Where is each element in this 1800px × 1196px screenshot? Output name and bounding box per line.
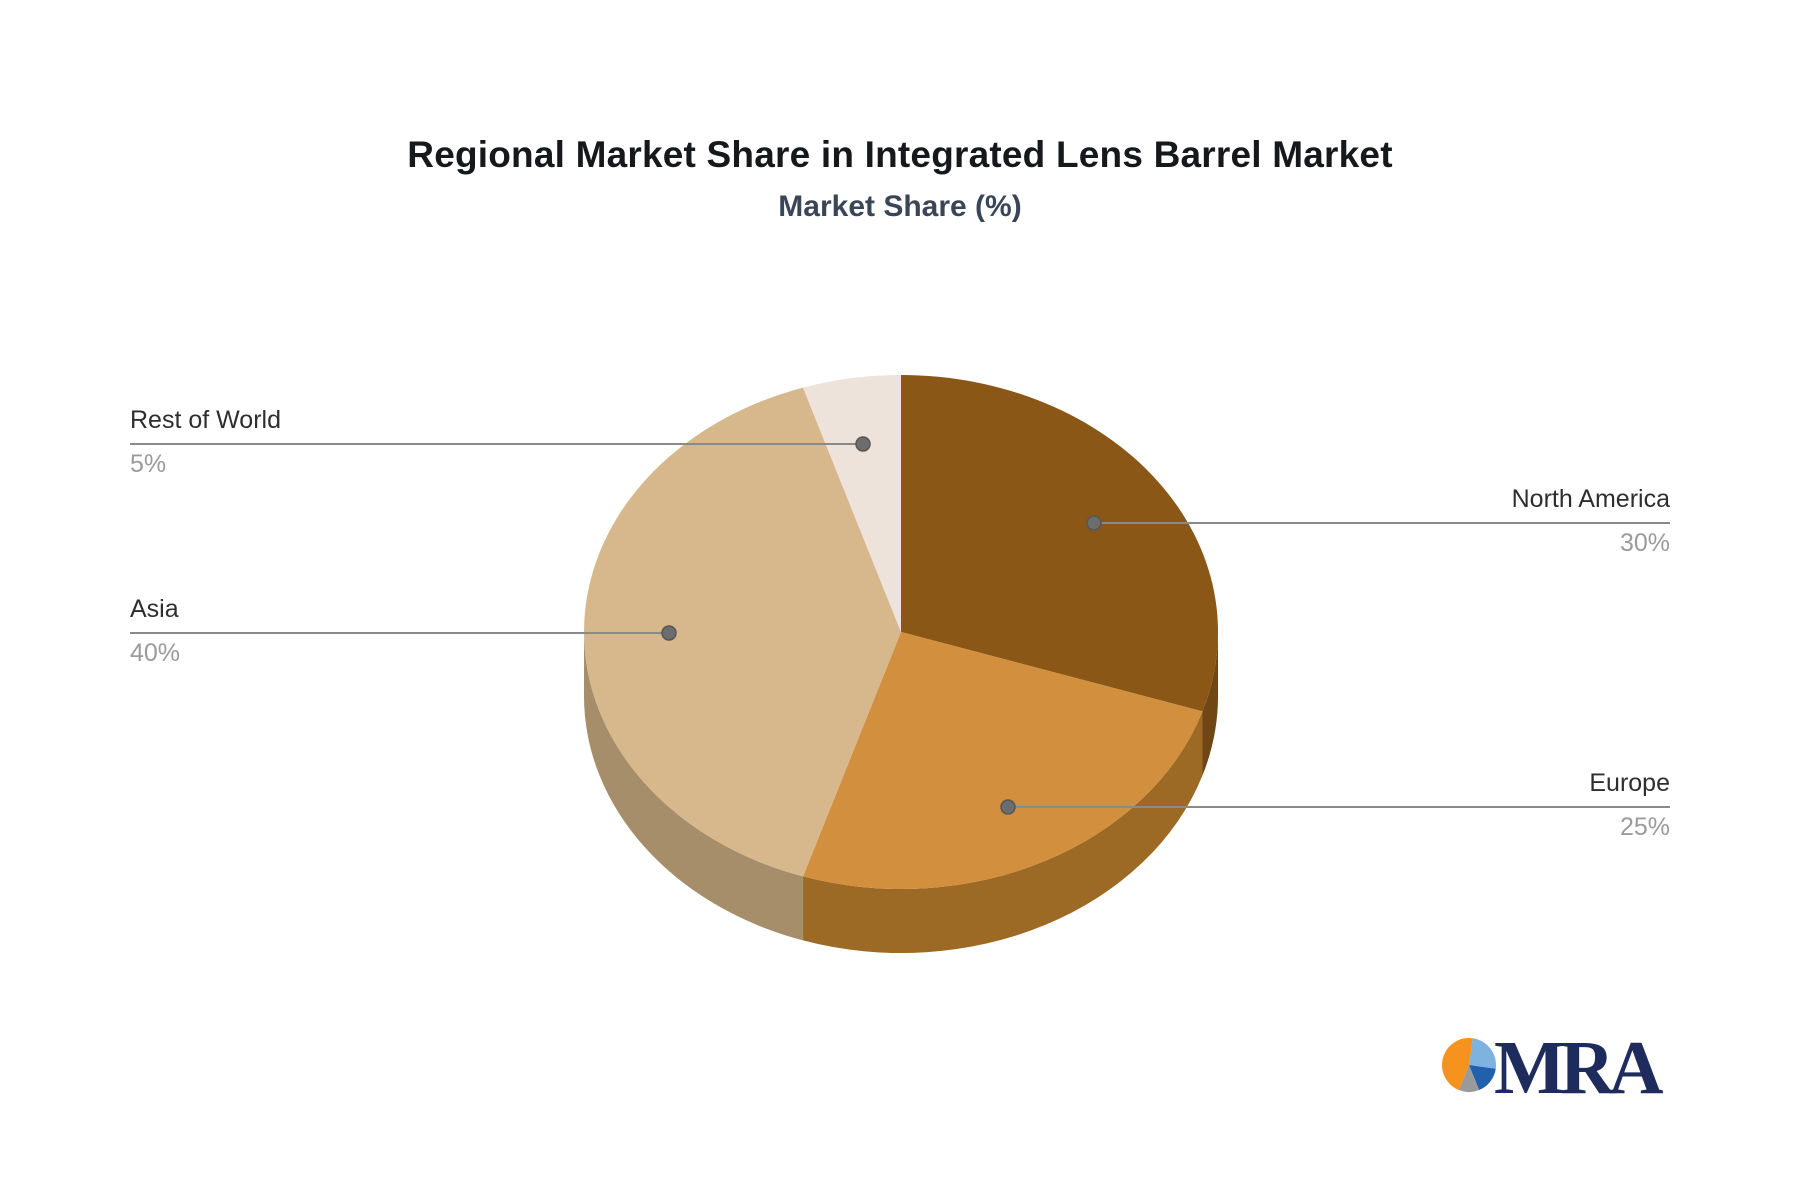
logo-text: MRA: [1494, 1026, 1663, 1110]
label-group-europe: Europe: [1589, 771, 1670, 796]
pie-slice-north-america[interactable]: [901, 375, 1219, 712]
logo-pie-icon: [1442, 1038, 1497, 1092]
value-rest-of-world: 5%: [130, 450, 167, 478]
label-rest-of-world: Rest of World: [130, 406, 281, 434]
pie-side-asia: [584, 632, 804, 941]
callout-dot-rest-of-world: [855, 436, 871, 452]
callout-dot-north-america: [1086, 515, 1102, 531]
label-group-rest-of-world: Rest of World: [130, 408, 281, 433]
pie-side-europe: [803, 711, 1203, 954]
value-north-america: 30%: [1619, 529, 1670, 557]
logo-wedge-blue: [1469, 1065, 1496, 1091]
pie-side-north-america: [1202, 632, 1218, 776]
value-europe: 25%: [1619, 813, 1670, 841]
logo-wedge-gray: [1458, 1065, 1480, 1092]
logo-wedge-orange: [1442, 1038, 1473, 1091]
value-group-europe: 25%: [1620, 815, 1670, 840]
label-group-asia: Asia: [130, 597, 179, 622]
chart-title: Regional Market Share in Integrated Lens…: [407, 134, 1393, 175]
label-asia: Asia: [130, 595, 179, 623]
callout-dot-europe: [1000, 799, 1016, 815]
logo-wedge-light-blue: [1469, 1038, 1497, 1069]
value-asia: 40%: [130, 639, 181, 667]
logo: MRA: [1440, 1018, 1700, 1128]
label-north-america: North America: [1511, 485, 1670, 513]
label-europe: Europe: [1589, 769, 1670, 797]
pie-slice-asia[interactable]: [584, 387, 901, 877]
pie-slice-europe[interactable]: [803, 632, 1203, 890]
callout-dot-asia: [661, 625, 677, 641]
pie-slice-rest-of-world[interactable]: [803, 375, 901, 632]
label-group-north-america: North America: [1512, 487, 1670, 512]
chart-subtitle: Market Share (%): [778, 190, 1022, 223]
value-group-rest-of-world: 5%: [130, 452, 166, 477]
value-group-north-america: 30%: [1620, 531, 1670, 556]
value-group-asia: 40%: [130, 641, 180, 666]
